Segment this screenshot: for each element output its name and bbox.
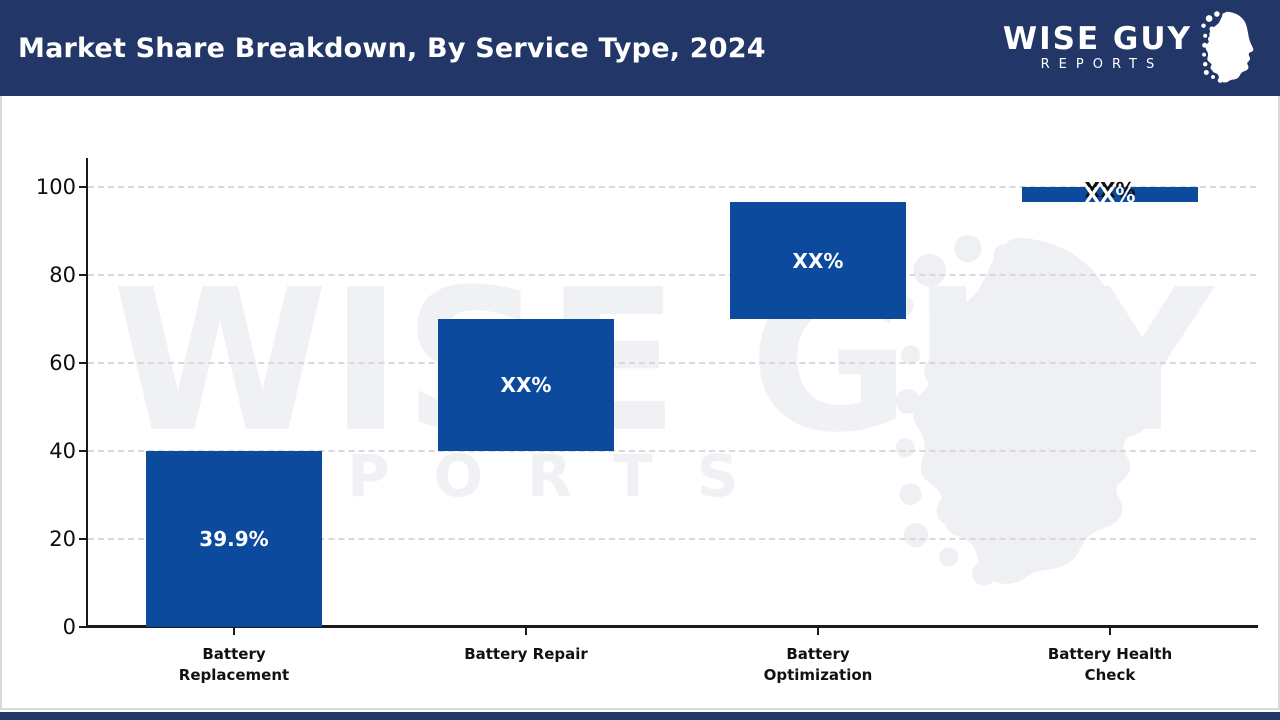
y-tick-mark bbox=[79, 274, 86, 276]
bar-value-label: XX% bbox=[500, 373, 552, 397]
x-tick-label-line: Battery bbox=[786, 645, 850, 663]
page-title: Market Share Breakdown, By Service Type,… bbox=[18, 32, 766, 64]
gridline-20 bbox=[88, 538, 1256, 540]
bar-4: XX% bbox=[1022, 183, 1198, 207]
brand-tagline: REPORTS bbox=[1040, 57, 1164, 72]
x-tick-label: Battery Health Check bbox=[964, 644, 1256, 686]
x-tick-mark bbox=[1109, 628, 1111, 635]
gridline-100 bbox=[88, 186, 1256, 188]
gridline-60 bbox=[88, 362, 1256, 364]
bar-value-label: 39.9% bbox=[199, 527, 269, 552]
x-tick-label-line: Optimization bbox=[763, 666, 873, 684]
y-tick-mark bbox=[79, 538, 86, 540]
y-tick-mark bbox=[79, 450, 86, 452]
y-tick-mark bbox=[79, 626, 86, 628]
y-tick-label: 20 bbox=[49, 527, 76, 551]
brand-name: WISE GUY bbox=[1002, 21, 1192, 57]
plot-area: 39.9% XX% XX% XX% bbox=[88, 160, 1256, 627]
header-bar: Market Share Breakdown, By Service Type,… bbox=[0, 0, 1280, 96]
x-tick-label-line: Battery Health bbox=[1047, 645, 1173, 663]
x-tick-label: Battery Replacement bbox=[88, 644, 380, 686]
bar-value-label: XX% bbox=[1084, 182, 1136, 207]
gridline-40 bbox=[88, 450, 1256, 452]
brand-wordmark: WISE GUY REPORTS bbox=[1003, 23, 1192, 73]
x-tick-label-line: Check bbox=[1084, 666, 1136, 684]
x-tick-label: Battery Optimization bbox=[672, 644, 964, 686]
y-tick-label: 40 bbox=[49, 439, 76, 463]
x-axis-spine bbox=[86, 625, 1258, 628]
bar-2: XX% bbox=[438, 319, 614, 451]
x-tick-label: Battery Repair bbox=[380, 644, 672, 665]
bar-value-label: XX% bbox=[792, 248, 844, 273]
y-tick-mark bbox=[79, 362, 86, 364]
bar-3: XX% bbox=[730, 202, 906, 319]
x-tick-mark bbox=[233, 628, 235, 635]
x-tick-mark bbox=[525, 628, 527, 635]
y-tick-label: 100 bbox=[35, 175, 76, 199]
chart-area: 39.9% XX% XX% XX% 0 20 40 60 80 100 Battery Replac… bbox=[0, 96, 1280, 712]
y-tick-label: 0 bbox=[62, 615, 76, 639]
y-axis-spine bbox=[86, 158, 88, 628]
x-tick-label-line: Battery Repair bbox=[464, 645, 588, 663]
brand-face-icon bbox=[1201, 11, 1254, 83]
bar-1: 39.9% bbox=[146, 451, 322, 627]
x-tick-mark bbox=[817, 628, 819, 635]
gridline-80 bbox=[88, 274, 1256, 276]
brand-logo: WISE GUY REPORTS bbox=[1003, 9, 1266, 87]
x-tick-label-line: Replacement bbox=[178, 666, 290, 684]
x-tick-label-line: Battery bbox=[202, 645, 266, 663]
y-tick-mark bbox=[79, 186, 86, 188]
y-tick-label: 60 bbox=[49, 351, 76, 375]
footer-bar bbox=[0, 712, 1280, 720]
y-tick-label: 80 bbox=[49, 263, 76, 287]
